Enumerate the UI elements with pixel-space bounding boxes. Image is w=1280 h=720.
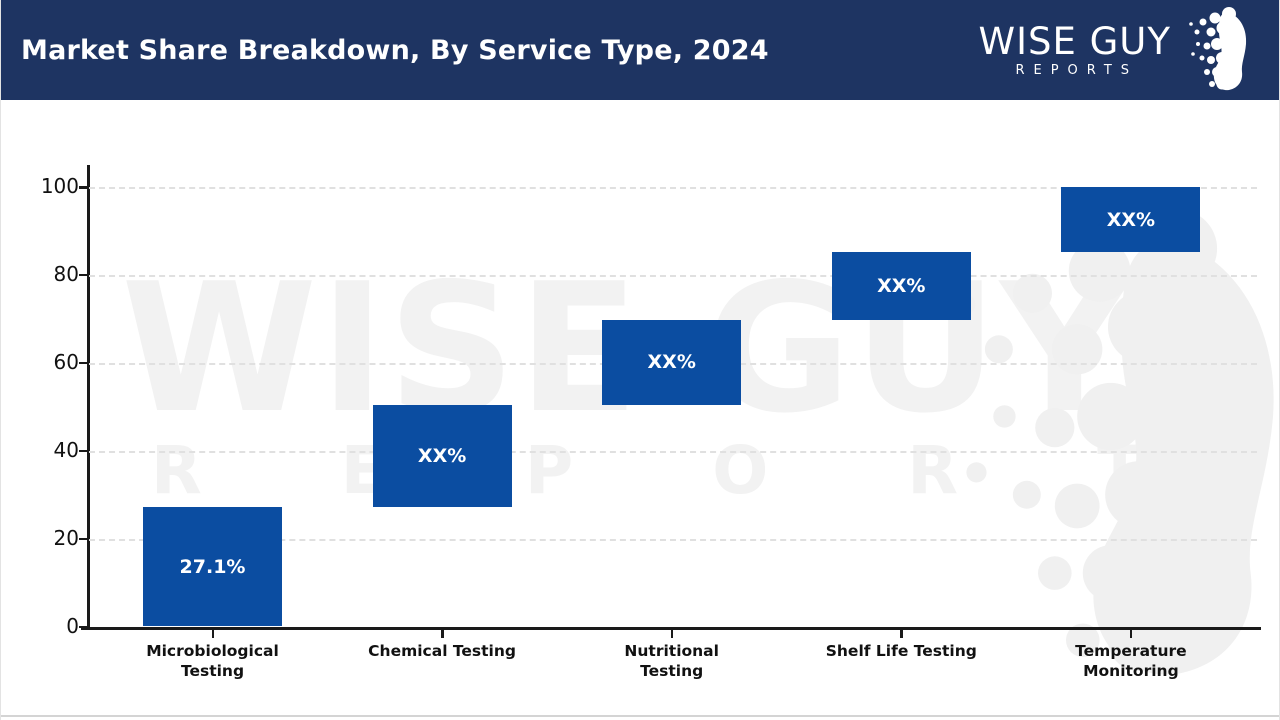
logo-text: WISE GUY REPORTS [979, 23, 1171, 77]
bar-value-label: XX% [877, 274, 926, 297]
y-tick-label: 0 [66, 613, 79, 638]
y-tick-label: 60 [53, 349, 79, 374]
category-label: Nutritional Testing [624, 642, 719, 681]
category-label: Microbiological Testing [146, 642, 279, 681]
category-label: Shelf Life Testing [825, 642, 977, 660]
bar: XX% [831, 252, 971, 320]
logo-subtitle: REPORTS [1015, 63, 1139, 78]
y-tick-label: 100 [40, 174, 79, 198]
chart-title: Market Share Breakdown, By Service Type,… [21, 34, 769, 66]
header-bar: Market Share Breakdown, By Service Type,… [1, 0, 1279, 100]
category-label: Chemical Testing [368, 642, 517, 660]
y-tick-mark [79, 361, 88, 365]
bar: 27.1% [143, 507, 282, 627]
category-label: Temperature Monitoring [1075, 642, 1187, 681]
bar: XX% [1061, 187, 1201, 253]
logo-wordmark: WISE GUY [978, 20, 1171, 63]
bar-value-label: 27.1% [179, 555, 246, 578]
bar: XX% [602, 319, 742, 405]
gridline [89, 274, 1257, 277]
y-tick-label: 20 [53, 525, 79, 550]
bar-value-label: XX% [1106, 208, 1156, 231]
gridline [89, 450, 1257, 453]
y-tick-mark [79, 537, 88, 541]
dotted-face-icon [1189, 7, 1247, 91]
x-tick-mark [441, 629, 444, 638]
bar: XX% [372, 404, 512, 508]
x-axis-spine [81, 627, 1261, 630]
x-tick-mark [900, 629, 903, 638]
bar-value-label: XX% [647, 351, 696, 374]
y-tick-mark [79, 449, 88, 453]
gridline [89, 187, 1257, 189]
y-tick-label: 80 [53, 261, 79, 286]
y-tick-label: 40 [53, 437, 79, 462]
x-tick-mark [1129, 629, 1133, 638]
bar-value-label: XX% [417, 444, 467, 467]
y-axis-spine [87, 165, 90, 629]
x-tick-mark [670, 629, 674, 638]
wise-guy-logo: WISE GUY REPORTS [979, 6, 1251, 94]
bottom-divider [1, 715, 1279, 717]
y-tick-mark [79, 625, 88, 628]
x-tick-mark [211, 629, 214, 638]
y-tick-mark [79, 186, 88, 189]
gridline [89, 538, 1257, 541]
y-tick-mark [79, 273, 88, 277]
